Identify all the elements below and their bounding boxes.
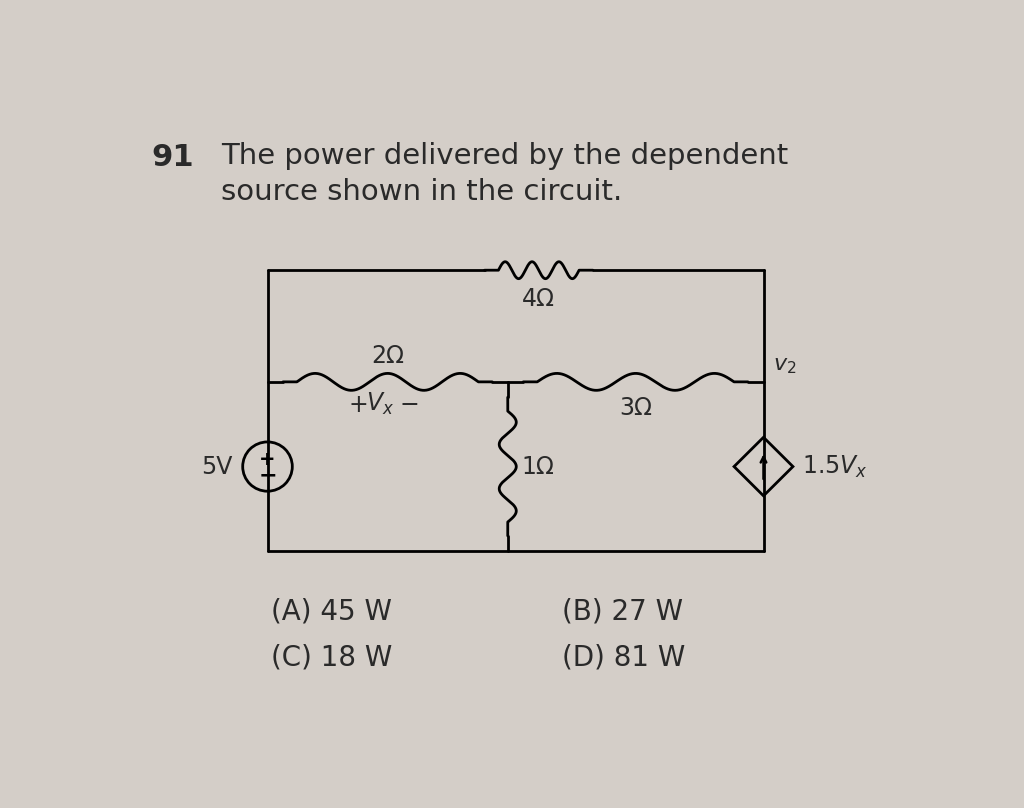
Text: +: + <box>259 450 275 469</box>
Text: −: − <box>258 465 276 485</box>
Text: $1.5V_x$: $1.5V_x$ <box>802 453 868 480</box>
Text: (A) 45 W: (A) 45 W <box>271 597 392 625</box>
Text: (C) 18 W: (C) 18 W <box>271 644 393 671</box>
Text: 3Ω: 3Ω <box>620 396 652 419</box>
Text: source shown in the circuit.: source shown in the circuit. <box>221 178 623 206</box>
Text: The power delivered by the dependent: The power delivered by the dependent <box>221 141 788 170</box>
Text: (B) 27 W: (B) 27 W <box>562 597 683 625</box>
Text: −: − <box>399 393 419 417</box>
Text: $v_2$: $v_2$ <box>773 356 797 376</box>
Text: $V_x$: $V_x$ <box>366 391 394 417</box>
Text: 91: 91 <box>152 143 194 172</box>
Text: 1Ω: 1Ω <box>521 455 555 478</box>
Text: 5V: 5V <box>202 455 232 478</box>
Text: 4Ω: 4Ω <box>522 287 555 311</box>
Text: (D) 81 W: (D) 81 W <box>562 644 685 671</box>
Text: 2Ω: 2Ω <box>371 344 404 368</box>
Text: +: + <box>348 393 368 417</box>
